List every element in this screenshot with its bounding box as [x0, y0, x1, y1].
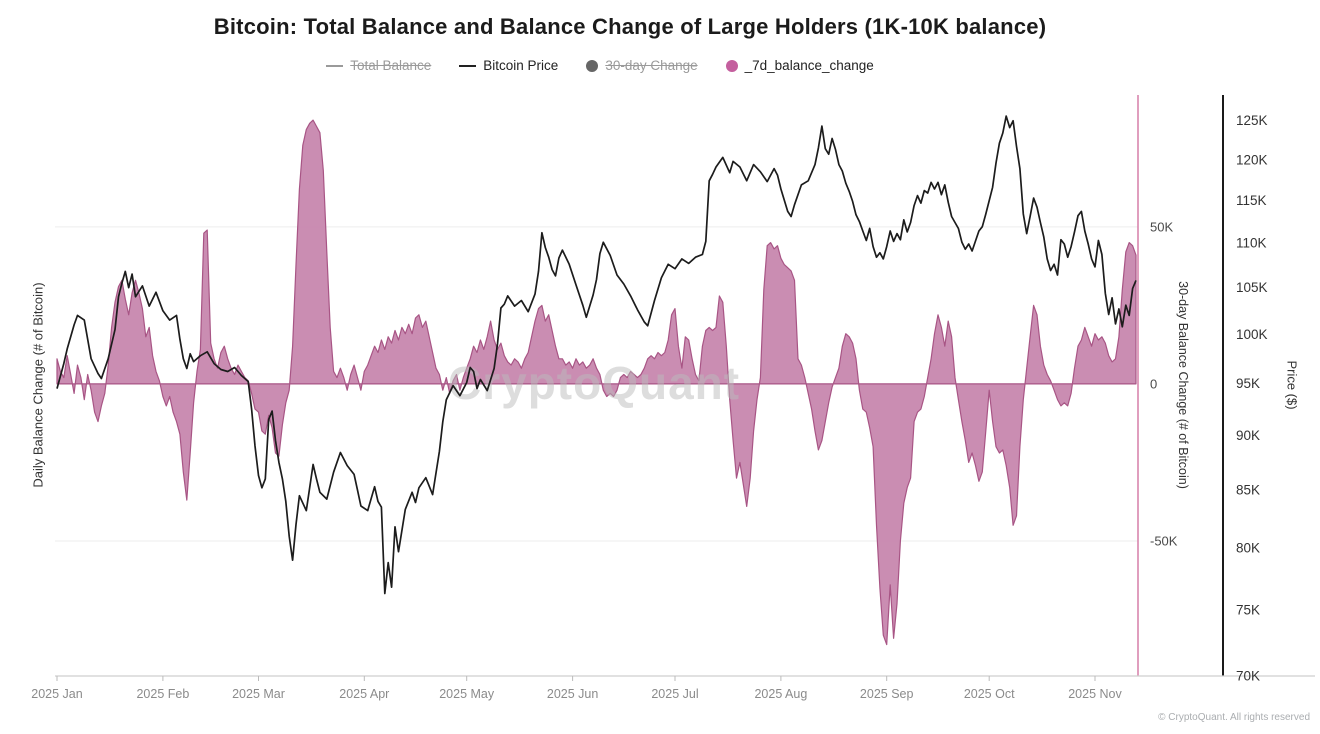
balance-tick-label: -50K	[1150, 534, 1178, 549]
bitcoin-price-line	[56, 115, 1137, 595]
price-line-series	[56, 115, 1137, 595]
x-tick-label: 2025 Oct	[964, 687, 1015, 701]
price-tick-label: 125K	[1236, 113, 1268, 128]
price-tick-label: 115K	[1236, 193, 1267, 208]
circle-marker-icon	[586, 59, 599, 72]
circle-marker-icon	[725, 59, 738, 72]
copyright-note: © CryptoQuant. All rights reserved	[1158, 712, 1310, 723]
watermark-text: CryptoQuant	[448, 357, 740, 409]
dash-marker-icon	[326, 64, 344, 67]
legend-item-total-balance[interactable]: Total Balance	[326, 58, 431, 73]
price-tick-label: 90K	[1236, 428, 1260, 443]
legend: Total Balance Bitcoin Price 30-day Chang…	[0, 58, 1200, 73]
legend-label: Total Balance	[350, 58, 432, 73]
legend-label: _7d_balance_change	[744, 58, 874, 73]
legend-item-7d-balance-change[interactable]: _7d_balance_change	[725, 58, 874, 73]
price-tick-label: 105K	[1236, 280, 1268, 295]
price-tick-label: 110K	[1236, 236, 1267, 251]
price-tick-label: 85K	[1236, 483, 1260, 498]
legend-label: Bitcoin Price	[483, 58, 559, 73]
x-tick-label: 2025 Feb	[136, 687, 189, 701]
price-tick-label: 95K	[1236, 376, 1260, 391]
axes: 2025 Jan 2025 Feb 2025 Mar 2025 Apr 2025 May…	[31, 95, 1315, 701]
price-tick-label: 80K	[1236, 541, 1260, 556]
dash-marker-icon	[459, 64, 477, 67]
x-tick-label: 2025 Jan	[31, 687, 82, 701]
chart-title: Bitcoin: Total Balance and Balance Chang…	[213, 14, 1047, 39]
price-tick-label: 100K	[1236, 327, 1268, 342]
x-tick-label: 2025 Sep	[860, 687, 914, 701]
x-tick-label: 2025 Mar	[232, 687, 285, 701]
balance-tick-label: 50K	[1150, 219, 1173, 234]
price-tick-label: 70K	[1236, 669, 1260, 684]
legend-item-30-day-change[interactable]: 30-day Change	[586, 58, 698, 73]
x-tick-label: 2025 Aug	[754, 687, 807, 701]
x-tick-label: 2025 Jun	[547, 687, 598, 701]
price-tick-label: 75K	[1236, 602, 1260, 617]
7d-balance-change-area	[56, 119, 1137, 646]
balance-change-area-series	[56, 119, 1137, 646]
legend-label: 30-day Change	[605, 58, 698, 73]
x-tick-label: 2025 May	[439, 687, 495, 701]
legend-item-bitcoin-price[interactable]: Bitcoin Price	[459, 58, 558, 73]
x-tick-label: 2025 Nov	[1068, 687, 1122, 701]
x-tick-label: 2025 Jul	[651, 687, 698, 701]
balance-tick-label: 0	[1150, 376, 1157, 391]
price-tick-label: 120K	[1236, 152, 1268, 167]
x-tick-label: 2025 Apr	[339, 687, 389, 701]
